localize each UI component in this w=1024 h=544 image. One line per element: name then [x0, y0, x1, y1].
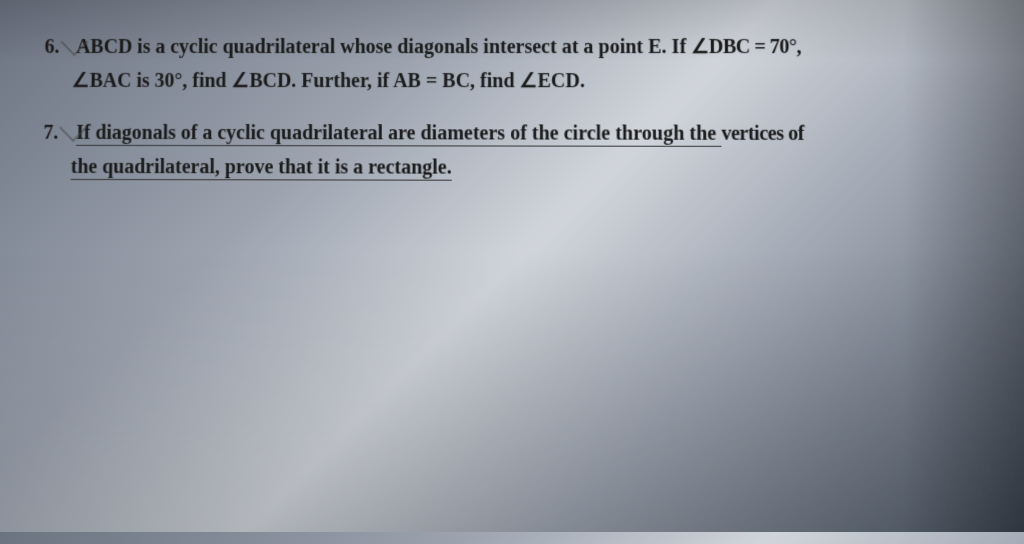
- problem-6-angle-dbc: ∠DBC = 70°,: [691, 36, 801, 58]
- problem-7-underlined-2: the quadrilateral, prove that it is a re…: [71, 156, 452, 181]
- problem-6: 6. ABCD is a cyclic quadrilateral whose …: [80, 30, 969, 99]
- problem-7-line-2: the quadrilateral, prove that it is a re…: [98, 150, 969, 186]
- problem-7: 7. If diagonals of a cyclic quadrilatera…: [78, 116, 969, 186]
- problem-6-text-1: ABCD is a cyclic quadrilateral whose dia…: [76, 36, 691, 58]
- problem-7-underlined-1: If diagonals of a cyclic quadrilateral a…: [76, 122, 721, 147]
- problem-7-line-1: 7. If diagonals of a cyclic quadrilatera…: [99, 116, 969, 151]
- textbook-page: 6. ABCD is a cyclic quadrilateral whose …: [0, 0, 1024, 544]
- problem-6-line-2: ∠BAC is 30°, find ∠BCD. Further, if AB =…: [99, 64, 968, 99]
- problem-7-text-end: vertices of: [721, 123, 804, 145]
- problem-6-line-1: 6. ABCD is a cyclic quadrilateral whose …: [100, 30, 968, 64]
